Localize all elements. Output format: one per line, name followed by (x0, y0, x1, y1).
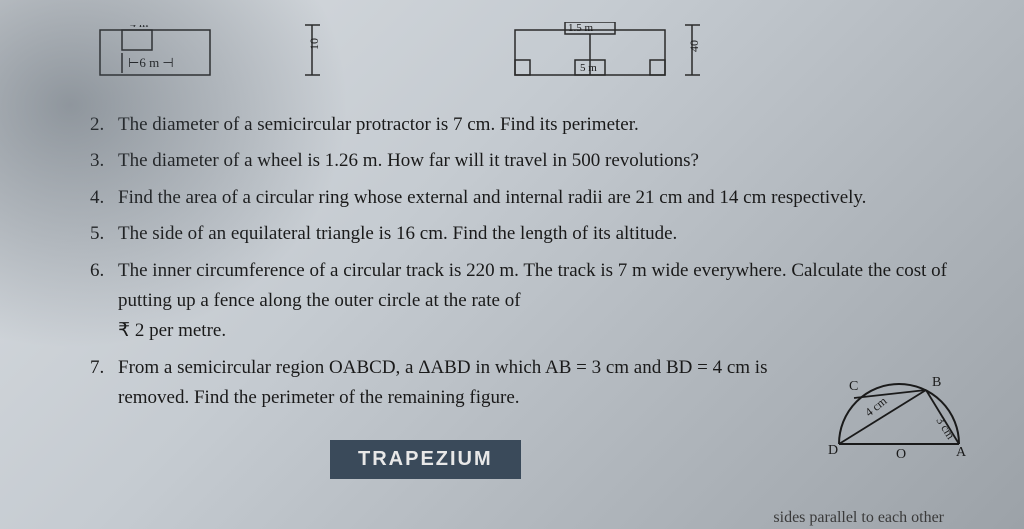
question-4: 4. Find the area of a circular ring whos… (90, 183, 954, 213)
vertex-b: B (932, 375, 941, 390)
q7-number: 7. (90, 353, 118, 414)
bottom-section: C B D O A 4 cm 3 cm TRAPEZIUM (90, 420, 954, 479)
q3-number: 3. (90, 146, 118, 176)
vertex-d: D (828, 443, 838, 458)
left-trapezoid-diagram: 4 m ⊢6 m ⊣ (90, 25, 220, 80)
right-trap-bottom-label: 5 m (580, 62, 597, 74)
question-6: 6. The inner circumference of a circular… (90, 256, 954, 347)
vertex-o: O (896, 447, 906, 462)
q3-text: The diameter of a wheel is 1.26 m. How f… (118, 146, 954, 176)
trapezium-section-header: TRAPEZIUM (330, 440, 521, 479)
vertex-c: C (849, 379, 858, 394)
q6-line2: ₹ 2 per metre. (118, 320, 226, 341)
q5-number: 5. (90, 219, 118, 249)
q2-number: 2. (90, 110, 118, 140)
left-diagram-group: 4 m ⊢6 m ⊣ 10 (90, 20, 330, 80)
left-ruler: 10 (300, 20, 330, 80)
right-diagram-group: 1.5 m 5 m 40 (510, 20, 710, 80)
question-2: 2. The diameter of a semicircular protra… (90, 110, 954, 140)
left-trap-top-label: 4 m (130, 25, 149, 30)
q2-text: The diameter of a semicircular protracto… (118, 110, 954, 140)
question-5: 5. The side of an equilateral triangle i… (90, 219, 954, 249)
right-trapezoid-diagram: 1.5 m 5 m (510, 22, 670, 80)
left-ruler-label: 10 (307, 38, 321, 50)
q6-number: 6. (90, 256, 118, 347)
q4-number: 4. (90, 183, 118, 213)
right-ruler: 40 (680, 20, 710, 80)
vertex-a: A (956, 445, 967, 460)
q4-text: Find the area of a circular ring whose e… (118, 183, 954, 213)
left-trap-bottom-label: ⊢6 m ⊣ (128, 55, 174, 70)
right-trap-top-label: 1.5 m (568, 22, 594, 34)
q6-text: The inner circumference of a circular tr… (118, 256, 954, 347)
right-ruler-label: 40 (687, 40, 701, 52)
diagrams-row: 4 m ⊢6 m ⊣ 10 1.5 m 5 m 40 (90, 20, 954, 80)
q5-text: The side of an equilateral triangle is 1… (118, 219, 954, 249)
q6-line1: The inner circumference of a circular tr… (118, 260, 947, 311)
question-list: 2. The diameter of a semicircular protra… (90, 110, 954, 414)
footer-text: sides parallel to each other (773, 509, 944, 527)
semicircle-diagram: C B D O A 4 cm 3 cm (824, 372, 974, 462)
question-3: 3. The diameter of a wheel is 1.26 m. Ho… (90, 146, 954, 176)
